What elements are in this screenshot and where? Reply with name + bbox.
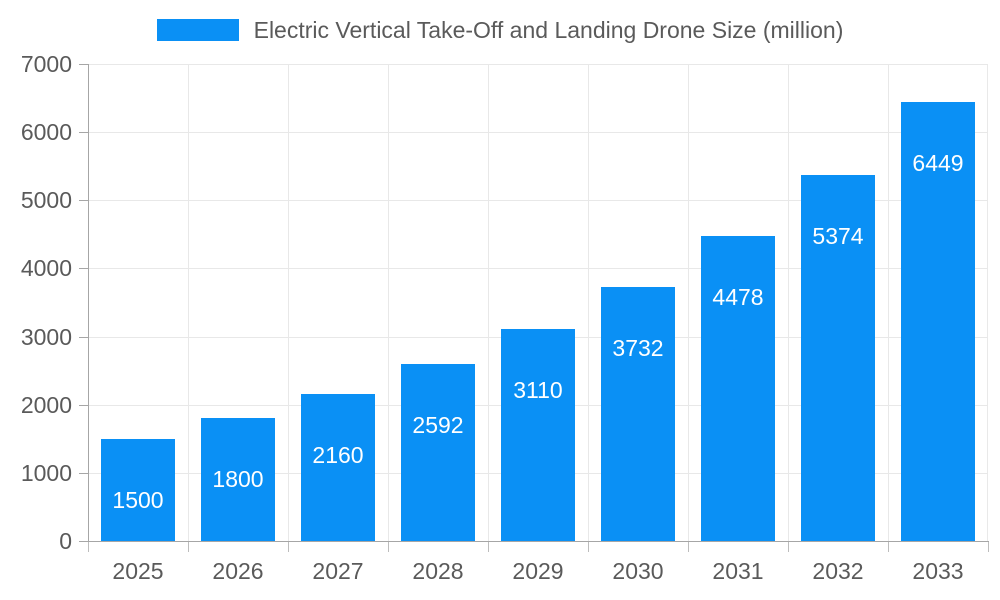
y-axis-tick	[79, 132, 88, 134]
bar[interactable]	[101, 438, 175, 541]
y-axis-line	[88, 64, 89, 542]
plot-area: 1500 1800 2160 2592 3110 3732 4478 5374 6449	[88, 64, 988, 541]
gridline-horizontal	[88, 268, 988, 270]
x-axis-tick	[188, 542, 189, 552]
y-axis-tick	[79, 541, 88, 542]
y-axis-tick-label: 0	[59, 528, 72, 554]
bar[interactable]	[301, 393, 375, 541]
bar[interactable]	[501, 329, 575, 541]
x-axis-tick-label: 2030	[612, 558, 664, 584]
x-axis-line	[88, 541, 989, 542]
x-axis-tick	[388, 542, 389, 552]
y-axis-tick-label: 1000	[20, 459, 72, 486]
legend-item-drone-size[interactable]: Electric Vertical Take-Off and Landing D…	[156, 16, 844, 43]
legend-color-swatch-icon	[156, 19, 239, 41]
gridline-vertical	[588, 64, 589, 541]
x-axis-tick-label: 2026	[212, 558, 264, 584]
y-axis-tick	[79, 64, 88, 65]
y-axis-tick	[79, 404, 88, 406]
legend-item-label: Electric Vertical Take-Off and Landing D…	[253, 16, 844, 43]
plot-right-border	[987, 64, 988, 541]
y-axis-tick-label: 6000	[20, 119, 72, 146]
bar[interactable]	[701, 235, 775, 541]
x-axis-tick	[488, 542, 489, 552]
x-axis-tick-label: 2029	[512, 558, 564, 584]
x-axis-tick	[788, 542, 789, 552]
x-axis-tick	[988, 542, 989, 552]
gridline-horizontal	[88, 132, 988, 134]
bar[interactable]	[201, 418, 275, 541]
gridline-vertical	[188, 64, 189, 541]
y-axis-tick	[79, 336, 88, 338]
gridline-vertical	[888, 64, 889, 541]
bar[interactable]	[801, 174, 875, 541]
y-axis-tick	[79, 472, 88, 474]
x-axis-tick	[688, 542, 689, 552]
x-axis-tick	[88, 542, 89, 552]
gridline-vertical	[688, 64, 689, 541]
x-axis-tick-label: 2025	[112, 558, 164, 584]
gridline-vertical	[788, 64, 789, 541]
gridline-horizontal	[88, 200, 988, 202]
bar[interactable]	[401, 364, 475, 541]
bar[interactable]	[901, 101, 975, 541]
gridline-vertical	[288, 64, 289, 541]
x-axis-tick-label: 2033	[912, 558, 964, 584]
bar[interactable]	[601, 286, 675, 541]
x-axis-tick-label: 2032	[812, 558, 864, 584]
chart-legend: Electric Vertical Take-Off and Landing D…	[0, 0, 1000, 60]
y-axis-tick-label: 2000	[20, 391, 72, 418]
y-axis-tick-label: 5000	[20, 187, 72, 214]
y-axis-tick	[79, 268, 88, 270]
x-axis-tick	[288, 542, 289, 552]
x-axis-tick	[888, 542, 889, 552]
y-axis-tick	[79, 200, 88, 202]
x-axis-tick	[588, 542, 589, 552]
x-axis-tick-label: 2027	[312, 558, 364, 584]
x-axis-tick-label: 2028	[412, 558, 464, 584]
y-axis-tick-label: 3000	[20, 323, 72, 350]
gridline-vertical	[388, 64, 389, 541]
gridline-vertical	[488, 64, 489, 541]
x-axis-tick-label: 2031	[712, 558, 764, 584]
y-axis-tick-label: 7000	[20, 51, 72, 77]
y-axis-tick-label: 4000	[20, 255, 72, 282]
gridline-horizontal	[88, 64, 988, 65]
